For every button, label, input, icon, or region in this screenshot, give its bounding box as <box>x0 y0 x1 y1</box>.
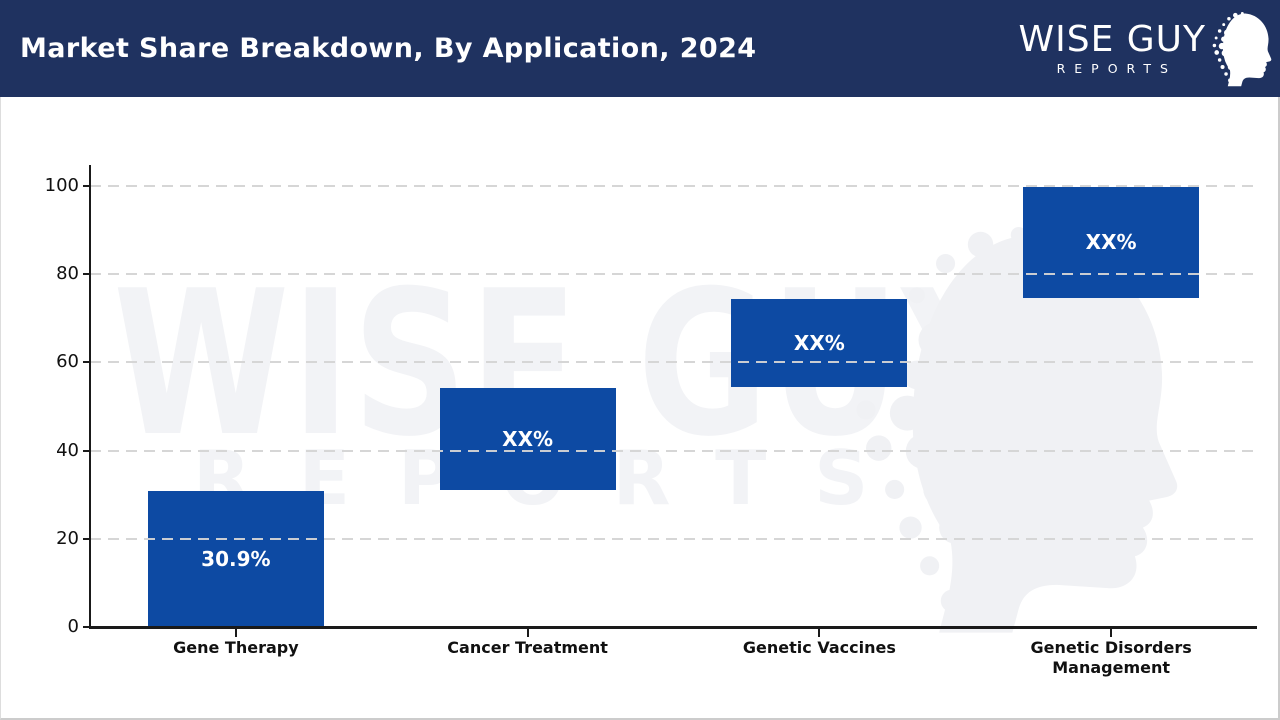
y-tick-mark <box>83 273 90 276</box>
gridline-80 <box>90 273 1257 276</box>
y-tick-label: 80 <box>56 263 79 285</box>
category-label: Cancer Treatment <box>447 638 608 657</box>
y-tick-mark <box>83 449 90 452</box>
y-tick-label: 40 <box>56 439 79 461</box>
y-tick-mark <box>83 626 90 628</box>
header-bar: Market Share Breakdown, By Application, … <box>0 0 1280 97</box>
x-tick-mark <box>818 629 821 637</box>
bar-4: XX% <box>1023 186 1200 298</box>
y-tick-label: 20 <box>56 527 79 549</box>
page-title: Market Share Breakdown, By Application, … <box>20 33 757 64</box>
y-tick-label: 0 <box>67 616 79 637</box>
x-axis-line <box>89 626 1257 629</box>
x-tick-mark <box>1110 629 1113 637</box>
bar-1: 30.9% <box>147 490 324 627</box>
bar-value-label: XX% <box>793 330 845 355</box>
y-tick-label: 60 <box>56 351 79 373</box>
category-label: Genetic Disorders Management <box>1030 638 1192 677</box>
gridline-40 <box>90 449 1257 452</box>
plot-area: 0 20 40 60 80 100 30.9% Gene Therapy XX% Cancer T… <box>1 97 1278 718</box>
x-tick-mark <box>234 629 237 637</box>
logo-wordmark: WISE GUY <box>1018 19 1206 60</box>
wiseguy-logo: WISE GUY REPORTS <box>1019 11 1273 87</box>
logo-text: WISE GUY REPORTS <box>1018 19 1207 77</box>
bar-value-label: XX% <box>1085 230 1137 255</box>
y-tick-label: 100 <box>44 175 79 196</box>
gridline-100 <box>90 185 1257 187</box>
gridline-20 <box>90 537 1257 540</box>
y-axis-line <box>89 165 91 629</box>
y-tick-mark <box>83 537 90 540</box>
x-tick-mark <box>526 629 529 637</box>
category-label: Genetic Vaccines <box>742 638 896 657</box>
bar-value-label: 30.9% <box>201 546 271 571</box>
category-label: Gene Therapy <box>173 638 299 657</box>
bar-value-label: XX% <box>502 427 554 452</box>
y-tick-mark <box>83 185 90 187</box>
face-profile-icon <box>1212 11 1272 86</box>
y-tick-mark <box>83 361 90 364</box>
gridline-60 <box>90 361 1257 364</box>
bar-3: XX% <box>731 299 908 387</box>
bar-2: XX% <box>439 387 616 491</box>
logo-subtext: REPORTS <box>1056 61 1177 76</box>
